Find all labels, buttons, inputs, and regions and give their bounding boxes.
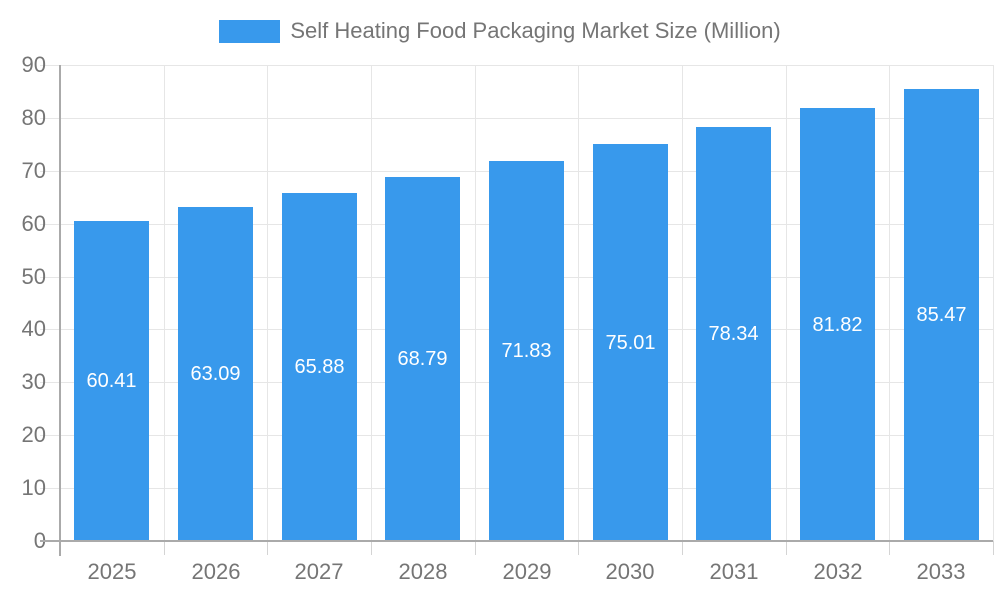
bar[interactable]: [74, 221, 149, 541]
y-axis-tick-label: 0: [33, 528, 46, 553]
x-axis-tick: [993, 541, 994, 555]
x-axis-tick: [786, 541, 787, 555]
bar[interactable]: [178, 207, 253, 541]
legend-label: Self Heating Food Packaging Market Size …: [290, 18, 781, 43]
chart-legend[interactable]: Self Heating Food Packaging Market Size …: [0, 17, 1000, 45]
x-axis-tick-label: 2027: [294, 559, 344, 584]
bar[interactable]: [904, 89, 979, 541]
bar[interactable]: [489, 161, 564, 541]
x-axis-tick-label: 2030: [605, 559, 655, 584]
x-axis-tick-label: 2025: [87, 559, 137, 584]
y-gridline: [40, 65, 993, 66]
y-axis-tick-label: 30: [21, 369, 46, 394]
x-axis-tick-label: 2029: [502, 559, 552, 584]
y-axis-tick-label: 80: [21, 105, 46, 130]
y-axis-tick-label: 40: [21, 316, 46, 341]
x-gridline: [578, 65, 579, 541]
x-gridline: [371, 65, 372, 541]
x-gridline: [889, 65, 890, 541]
bar[interactable]: [385, 177, 460, 541]
x-axis-tick-label: 2028: [398, 559, 448, 584]
x-axis-tick-label: 2031: [709, 559, 759, 584]
x-axis-tick-label: 2026: [191, 559, 241, 584]
y-axis-tick-label: 90: [21, 52, 46, 77]
x-axis-tick: [682, 541, 683, 555]
y-axis-tick-label: 50: [21, 264, 46, 289]
y-axis-tick-label: 70: [21, 158, 46, 183]
x-axis-tick: [475, 541, 476, 555]
y-gridline: [40, 118, 993, 119]
y-axis-tick-label: 10: [21, 475, 46, 500]
x-gridline: [164, 65, 165, 541]
x-axis-line: [40, 540, 993, 542]
bar[interactable]: [282, 193, 357, 541]
x-axis-tick-label: 2032: [813, 559, 863, 584]
bar[interactable]: [800, 108, 875, 541]
bar[interactable]: [696, 127, 771, 541]
x-gridline: [267, 65, 268, 541]
x-axis-tick: [889, 541, 890, 555]
x-axis-tick: [578, 541, 579, 555]
x-gridline: [786, 65, 787, 541]
x-axis-tick: [371, 541, 372, 555]
x-gridline: [993, 65, 994, 541]
legend-swatch: [219, 19, 281, 43]
x-gridline: [475, 65, 476, 541]
y-axis-tick-label: 20: [21, 422, 46, 447]
y-axis-line: [59, 65, 61, 556]
bar[interactable]: [593, 144, 668, 541]
y-axis-tick-label: 60: [21, 211, 46, 236]
x-axis-tick: [164, 541, 165, 555]
x-axis-tick-label: 2033: [916, 559, 966, 584]
x-axis-tick: [267, 541, 268, 555]
x-gridline: [682, 65, 683, 541]
